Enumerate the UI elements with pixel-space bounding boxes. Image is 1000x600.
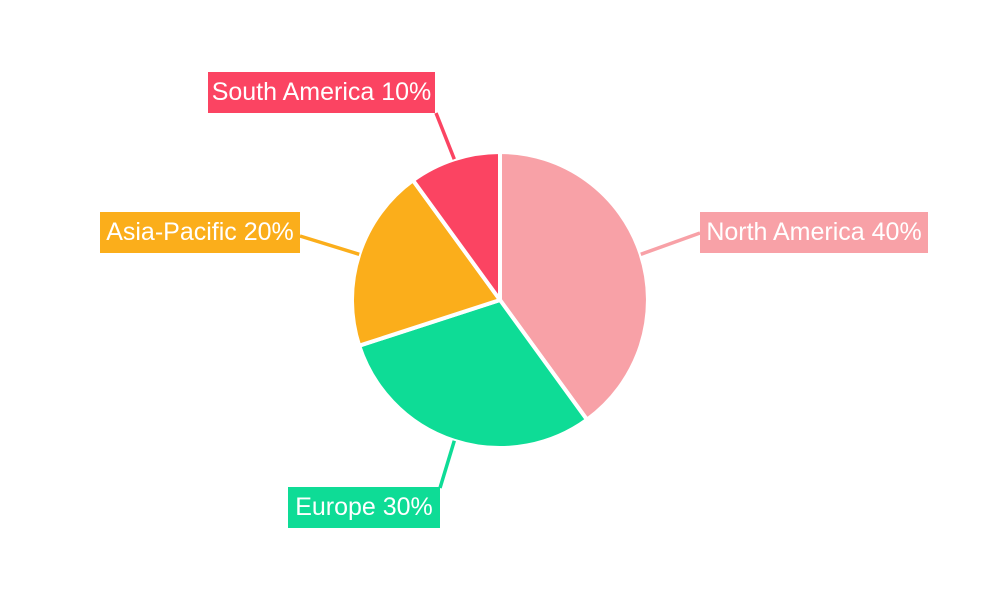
pie-label-south-america: South America 10%: [208, 72, 435, 113]
leader-line-north-america: [640, 231, 701, 256]
leader-line-south-america: [434, 112, 456, 160]
pie-slice-south-america[interactable]: [411, 150, 502, 302]
pie-slice-asia-pacific[interactable]: [350, 178, 502, 348]
pie-label-asia-pacific: Asia-Pacific 20%: [100, 212, 300, 253]
pie-label-north-america: North America 40%: [700, 212, 928, 253]
leader-line-europe: [438, 440, 456, 489]
pie-slice-europe[interactable]: [357, 298, 589, 450]
pie-slice-north-america[interactable]: [498, 150, 650, 422]
leader-line-asia-pacific: [299, 234, 360, 256]
pie-label-europe: Europe 30%: [288, 487, 440, 528]
